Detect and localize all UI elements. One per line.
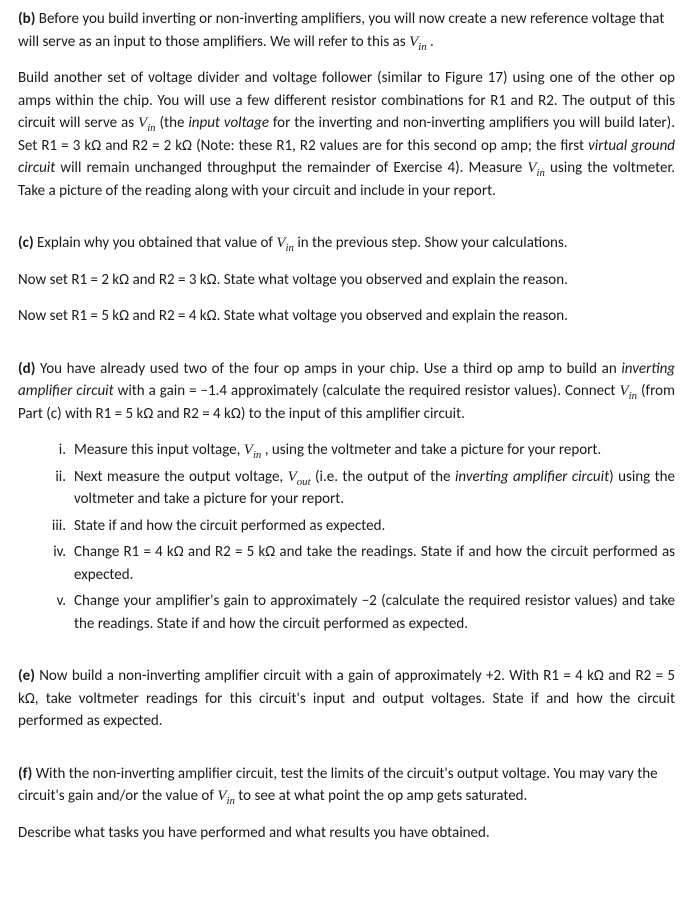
vin-symbol: Vin — [244, 442, 262, 458]
section-d-label: (d) — [18, 360, 35, 378]
vin-symbol: Vin — [217, 788, 235, 804]
section-c-label: (c) — [18, 234, 34, 252]
section-b-p2: Build another set of voltage divider and… — [18, 67, 675, 202]
section-e-p1: (e) Now build a non-inverting amplifier … — [18, 665, 675, 733]
vin-symbol: Vin — [276, 235, 294, 251]
section-b-p1: (b) Before you build inverting or non-in… — [18, 8, 675, 53]
list-item: ii. Next measure the output voltage, Vou… — [74, 466, 675, 511]
section-c-p2: Now set R1 = 2 kΩ and R2 = 3 kΩ. State w… — [18, 269, 675, 292]
section-f-p1: (f) With the non-inverting amplifier cir… — [18, 763, 675, 808]
section-f-p2: Describe what tasks you have performed a… — [18, 822, 675, 845]
section-c-p3: Now set R1 = 5 kΩ and R2 = 4 kΩ. State w… — [18, 305, 675, 328]
section-e-label: (e) — [18, 667, 35, 685]
list-item: iii. State if and how the circuit perfor… — [74, 515, 675, 538]
section-c-p1: (c) Explain why you obtained that value … — [18, 232, 675, 255]
vin-symbol: Vin — [619, 383, 637, 399]
list-item: iv. Change R1 = 4 kΩ and R2 = 5 kΩ and t… — [74, 541, 675, 586]
section-b-label: (b) — [18, 10, 35, 28]
vout-symbol: Vout — [288, 469, 311, 485]
section-d-p1: (d) You have already used two of the fou… — [18, 358, 675, 426]
section-f-label: (f) — [18, 765, 32, 783]
vin-symbol: Vin — [409, 34, 427, 50]
list-item: v. Change your amplifier's gain to appro… — [74, 590, 675, 635]
list-item: i. Measure this input voltage, Vin , usi… — [74, 439, 675, 462]
vin-symbol: Vin — [138, 115, 156, 131]
section-d-list: i. Measure this input voltage, Vin , usi… — [18, 439, 675, 635]
vin-symbol: Vin — [527, 160, 545, 176]
